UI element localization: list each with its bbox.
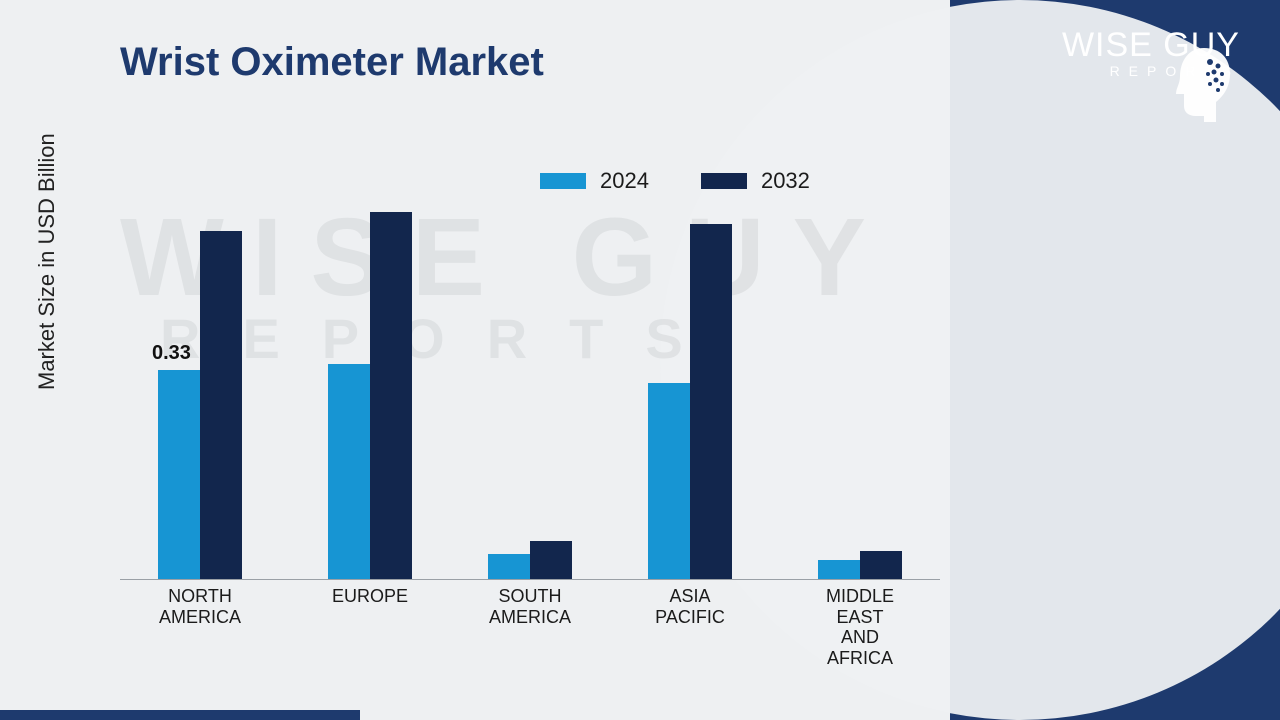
bar xyxy=(488,554,530,579)
bar xyxy=(158,370,200,579)
chart-canvas: WISE GUY REPORTS Wrist Oximeter Market W… xyxy=(0,0,1280,720)
bar-chart: 0.33 xyxy=(120,200,940,580)
bar xyxy=(200,231,242,579)
legend-label-2024: 2024 xyxy=(600,168,649,194)
legend-item-2032: 2032 xyxy=(701,168,810,194)
legend: 2024 2032 xyxy=(540,168,810,194)
bottom-accent-bar xyxy=(0,710,360,720)
legend-label-2032: 2032 xyxy=(761,168,810,194)
value-label: 0.33 xyxy=(152,342,191,365)
brand-logo: WISE GUY REPORTS xyxy=(1062,26,1240,79)
category-label: SOUTHAMERICA xyxy=(450,586,610,627)
bar xyxy=(818,560,860,579)
bar xyxy=(370,212,412,579)
bar xyxy=(328,364,370,579)
category-labels: NORTHAMERICA EUROPESOUTHAMERICAASIAPACIFI… xyxy=(120,580,940,710)
y-axis-label: Market Size in USD Billion xyxy=(34,133,60,390)
legend-swatch-2032 xyxy=(701,173,747,189)
bar xyxy=(648,383,690,579)
category-label: ASIAPACIFIC xyxy=(610,586,770,627)
legend-item-2024: 2024 xyxy=(540,168,649,194)
category-label: EUROPE xyxy=(290,586,450,607)
category-label: MIDDLEEASTANDAFRICA xyxy=(780,586,940,669)
bar xyxy=(530,541,572,579)
bar xyxy=(860,551,902,580)
bar xyxy=(690,224,732,579)
category-label: NORTHAMERICA xyxy=(120,586,280,627)
logo-head-icon xyxy=(1174,44,1234,124)
chart-title: Wrist Oximeter Market xyxy=(120,40,544,85)
legend-swatch-2024 xyxy=(540,173,586,189)
